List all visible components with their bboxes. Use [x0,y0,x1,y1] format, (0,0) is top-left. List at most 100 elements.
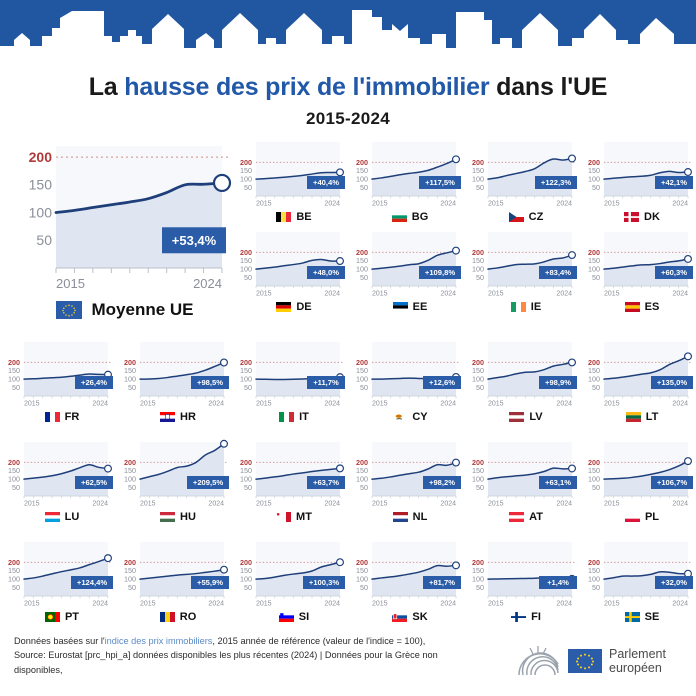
dk-flag-icon [624,212,640,222]
svg-text:100: 100 [124,375,136,384]
chart-fr: 200 150 100 50 2015 2024 +26,4% [4,338,120,410]
svg-text:150: 150 [588,466,600,475]
chart-cell-hr: 200 150 100 50 2015 2024 +98,5% HR [120,338,236,423]
country-code-label: IE [530,301,542,313]
svg-text:200: 200 [29,149,53,165]
chart-es: 200 150 100 50 2015 2024 +60,3% [584,228,696,300]
legend-ie: IE [468,301,584,313]
chart-pt: 200 150 100 50 2015 2024 +124,4% [4,538,120,610]
svg-text:2024: 2024 [556,401,572,408]
svg-text:100: 100 [588,375,600,384]
svg-text:150: 150 [356,366,368,375]
chart-bg: 200 150 100 50 2015 2024 +117,5% [352,138,468,210]
svg-text:150: 150 [240,166,252,175]
chart-lu: 200 150 100 50 2015 2024 +62,5% [4,438,120,510]
chart-se: 200 150 100 50 2015 2024 +32,0% [584,538,696,610]
svg-text:100: 100 [356,265,368,274]
chart-cell-it: 200 150 100 50 2015 2024 +11,7% IT [236,338,352,423]
svg-text:200: 200 [124,458,136,467]
svg-text:2024: 2024 [672,501,688,508]
svg-text:50: 50 [476,583,484,592]
svg-text:2024: 2024 [672,201,688,208]
chart-cell-pl: 200 150 100 50 2015 2024 +106,7% PL [584,438,696,523]
svg-text:2015: 2015 [256,291,272,298]
svg-text:100: 100 [124,475,136,484]
svg-text:100: 100 [356,475,368,484]
svg-text:100: 100 [124,575,136,584]
svg-text:150: 150 [472,256,484,265]
chart-row-3: 200 150 100 50 2015 2024 +26,4% FR 200 150 100… [4,338,696,423]
chart-at: 200 150 100 50 2015 2024 +63,1% [468,438,584,510]
svg-text:200: 200 [588,458,600,467]
svg-text:+122,3%: +122,3% [541,178,571,187]
pl-flag-icon [624,512,640,522]
svg-text:200: 200 [124,358,136,367]
it-flag-icon [279,412,295,422]
logo-line-2: européen [609,661,662,675]
chart-cell-ie: 200 150 100 50 2015 2024 +83,4% IE [468,228,584,313]
svg-text:50: 50 [476,183,484,192]
svg-text:200: 200 [472,558,484,567]
svg-text:100: 100 [588,175,600,184]
svg-text:2024: 2024 [92,401,108,408]
chart-mt: 200 150 100 50 2015 2024 +63,7% [236,438,352,510]
legend-mt: MT [236,511,352,523]
svg-text:150: 150 [356,566,368,575]
chart-cell-sk: 200 150 100 50 2015 2024 +81,7% SK [352,538,468,623]
svg-text:2015: 2015 [24,401,40,408]
svg-text:2015: 2015 [488,291,504,298]
svg-text:200: 200 [240,358,252,367]
svg-text:2024: 2024 [440,601,456,608]
svg-text:50: 50 [476,483,484,492]
svg-text:50: 50 [244,483,252,492]
house-price-index-link[interactable]: indice des prix immobiliers [104,636,213,646]
svg-text:50: 50 [128,483,136,492]
svg-text:+109,8%: +109,8% [425,268,455,277]
svg-text:2015: 2015 [604,201,620,208]
chart-ie: 200 150 100 50 2015 2024 +83,4% [468,228,584,300]
chart-fi: 200 150 100 50 2015 2024 +1,4% [468,538,584,610]
svg-text:2015: 2015 [604,501,620,508]
svg-text:50: 50 [592,483,600,492]
svg-text:150: 150 [8,466,20,475]
svg-text:2015: 2015 [24,501,40,508]
legend-de: DE [236,301,352,313]
page-title: La hausse des prix de l'immobilier dans … [0,73,696,102]
svg-text:100: 100 [356,375,368,384]
lv-flag-icon [509,412,525,422]
svg-text:2015: 2015 [488,401,504,408]
legend-es: ES [584,301,696,313]
svg-text:2015: 2015 [604,401,620,408]
svg-text:150: 150 [8,366,20,375]
svg-text:200: 200 [356,358,368,367]
svg-text:50: 50 [592,183,600,192]
chart-row-5: 200 150 100 50 2015 2024 +124,4% PT 200 150 10… [4,538,696,623]
chart-cell-lt: 200 150 100 50 2015 2024 +135,0% LT [584,338,696,423]
svg-text:+48,0%: +48,0% [313,268,339,277]
country-code-label: NL [412,511,428,523]
page-subtitle: 2015-2024 [306,109,390,128]
country-code-label: SI [298,611,310,623]
legend-label-eu: Moyenne UE [91,300,194,319]
svg-text:100: 100 [472,375,484,384]
svg-text:150: 150 [356,466,368,475]
chart-row-2: 200 150 100 50 2015 2024 +48,0% DE 200 150 100… [236,228,696,313]
country-code-label: HU [180,511,196,523]
chart-cell-bg: 200 150 100 50 2015 2024 +117,5% BG [352,138,468,223]
svg-text:+60,3%: +60,3% [661,268,687,277]
svg-text:150: 150 [588,366,600,375]
legend-dk: DK [584,211,696,223]
chart-pl: 200 150 100 50 2015 2024 +106,7% [584,438,696,510]
legend-cy: CY [352,411,468,423]
svg-text:50: 50 [476,273,484,282]
svg-text:200: 200 [588,358,600,367]
chart-hr: 200 150 100 50 2015 2024 +98,5% [120,338,236,410]
chart-cell-be: 200 150 100 50 2015 2024 +40,4% BE [236,138,352,223]
svg-text:150: 150 [29,177,53,193]
svg-text:2024: 2024 [324,601,340,608]
bg-flag-icon [391,212,407,222]
country-code-label: SK [412,611,428,623]
svg-text:+53,4%: +53,4% [172,233,217,248]
svg-text:200: 200 [124,558,136,567]
legend-at: AT [468,511,584,523]
